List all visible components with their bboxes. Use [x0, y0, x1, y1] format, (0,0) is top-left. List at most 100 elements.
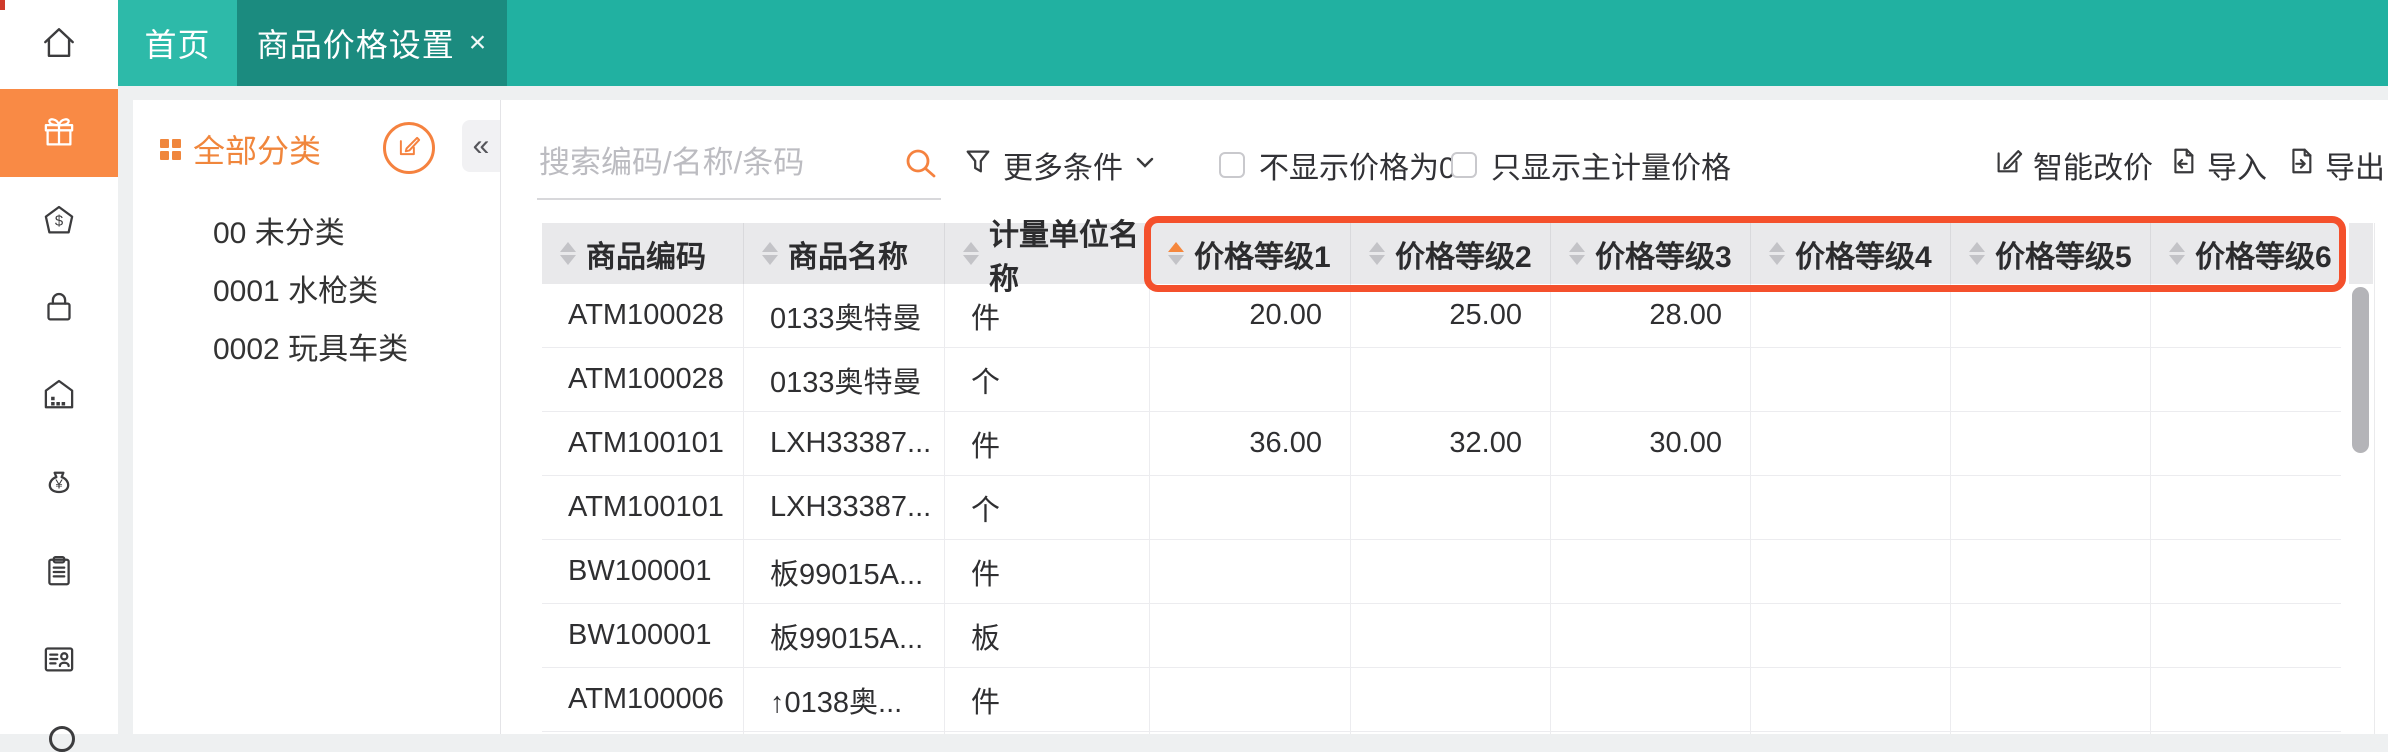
search-icon[interactable]: [903, 146, 939, 187]
column-header-price-level-6[interactable]: 价格等级6: [2151, 223, 2341, 284]
sidebar-item-partial-icon[interactable]: [49, 726, 75, 752]
table-cell-price-level-4[interactable]: [1751, 348, 1951, 411]
export-button[interactable]: 导出: [2285, 132, 2385, 198]
sort-arrows-icon[interactable]: [963, 242, 979, 265]
close-tab-icon[interactable]: ×: [468, 26, 488, 59]
tab-product-price-settings[interactable]: 商品价格设置 ×: [237, 0, 507, 86]
sort-arrows-icon[interactable]: [2169, 242, 2185, 265]
sort-arrows-icon[interactable]: [1569, 242, 1585, 265]
table-cell-price-level-3[interactable]: [1551, 348, 1751, 411]
table-cell-price-level-6[interactable]: [2151, 412, 2341, 475]
table-cell-price-level-5[interactable]: [1951, 284, 2151, 347]
table-cell-price-level-4[interactable]: [1751, 668, 1951, 731]
smart-reprice-button[interactable]: 智能改价: [1993, 132, 2153, 198]
table-cell-price-level-4[interactable]: [1751, 540, 1951, 603]
table-cell-price-level-2[interactable]: 32.00: [1351, 412, 1551, 475]
table-cell-price-level-3[interactable]: 30.00: [1551, 412, 1751, 475]
collapse-panel-button[interactable]: «: [462, 120, 500, 172]
table-cell-product-code[interactable]: BW100001: [542, 604, 744, 667]
column-header-product-code[interactable]: 商品编码: [542, 223, 744, 284]
table-cell-price-level-3[interactable]: [1551, 540, 1751, 603]
table-cell-price-level-4[interactable]: [1751, 604, 1951, 667]
sidebar-item-home[interactable]: [0, 0, 118, 86]
table-cell-price-level-5[interactable]: [1951, 668, 2151, 731]
table-cell-price-level-5[interactable]: [1951, 732, 2151, 734]
sidebar-item-finance[interactable]: ¥: [0, 441, 118, 528]
table-cell-price-level-2[interactable]: [1351, 348, 1551, 411]
table-cell-price-level-6[interactable]: [2151, 668, 2341, 731]
column-header-price-level-1[interactable]: 价格等级1: [1150, 223, 1351, 284]
table-cell-price-level-5[interactable]: [1951, 476, 2151, 539]
table-cell-product-name[interactable]: 板99015A...: [744, 604, 945, 667]
table-cell-price-level-6[interactable]: [2151, 284, 2341, 347]
table-cell-product-code[interactable]: [542, 732, 744, 734]
table-cell-unit-name[interactable]: 个: [945, 348, 1150, 411]
table-cell-price-level-3[interactable]: [1551, 604, 1751, 667]
table-cell-price-level-3[interactable]: [1551, 476, 1751, 539]
table-cell-price-level-1[interactable]: 36.00: [1150, 412, 1351, 475]
table-cell-product-name[interactable]: LXH33387...: [744, 412, 945, 475]
sidebar-item-purchase[interactable]: [0, 264, 118, 351]
table-cell-price-level-1[interactable]: [1150, 604, 1351, 667]
table-cell-unit-name[interactable]: 板: [945, 604, 1150, 667]
column-header-price-level-5[interactable]: 价格等级5: [1951, 223, 2151, 284]
table-cell-product-name[interactable]: 0133奥特曼: [744, 284, 945, 347]
category-item-toy-cars[interactable]: 0002 玩具车类: [213, 333, 409, 366]
table-cell-price-level-2[interactable]: [1351, 604, 1551, 667]
table-cell-product-name[interactable]: LXH33387...: [744, 476, 945, 539]
only-main-unit-price-checkbox[interactable]: [1451, 152, 1477, 178]
table-cell-product-code[interactable]: ATM100028: [542, 284, 744, 347]
column-header-price-level-3[interactable]: 价格等级3: [1551, 223, 1751, 284]
category-item-uncategorized[interactable]: 00 未分类: [213, 217, 345, 250]
sidebar-item-goods[interactable]: [0, 89, 118, 177]
edit-categories-button[interactable]: [383, 122, 435, 174]
table-row[interactable]: [542, 732, 2341, 734]
table-cell-price-level-6[interactable]: [2151, 348, 2341, 411]
table-cell-price-level-4[interactable]: [1751, 732, 1951, 734]
table-row[interactable]: BW100001 板99015A... 件: [542, 540, 2341, 604]
sidebar-item-warehouse[interactable]: [0, 351, 118, 438]
table-cell-product-code[interactable]: ATM100101: [542, 476, 744, 539]
table-cell-product-name[interactable]: ↑0138奥...: [744, 668, 945, 731]
table-cell-price-level-1[interactable]: 20.00: [1150, 284, 1351, 347]
table-cell-product-code[interactable]: ATM100101: [542, 412, 744, 475]
table-cell-product-code[interactable]: ATM100006: [542, 668, 744, 731]
table-cell-price-level-2[interactable]: [1351, 476, 1551, 539]
table-row[interactable]: ATM100101 LXH33387... 个: [542, 476, 2341, 540]
table-cell-product-code[interactable]: ATM100028: [542, 348, 744, 411]
table-cell-price-level-2[interactable]: [1351, 732, 1551, 734]
column-header-price-level-2[interactable]: 价格等级2: [1351, 223, 1551, 284]
table-cell-price-level-5[interactable]: [1951, 348, 2151, 411]
sort-arrows-icon[interactable]: [1769, 242, 1785, 265]
table-row[interactable]: ATM100028 0133奥特曼个: [542, 348, 2341, 412]
column-header-price-level-4[interactable]: 价格等级4: [1751, 223, 1951, 284]
table-cell-price-level-6[interactable]: [2151, 604, 2341, 667]
table-cell-unit-name[interactable]: 件: [945, 412, 1150, 475]
sort-arrows-icon[interactable]: [1969, 242, 1985, 265]
table-cell-unit-name[interactable]: 件: [945, 284, 1150, 347]
tab-home[interactable]: 首页: [118, 0, 237, 86]
table-cell-product-name[interactable]: 板99015A...: [744, 540, 945, 603]
table-cell-price-level-5[interactable]: [1951, 412, 2151, 475]
sort-arrows-icon[interactable]: [1168, 242, 1184, 265]
hide-zero-price-option[interactable]: 不显示价格为0: [1219, 132, 1456, 198]
only-main-unit-price-option[interactable]: 只显示主计量价格: [1451, 132, 1731, 198]
table-row[interactable]: ATM100028 0133奥特曼件 20.00 25.00 28.00: [542, 284, 2341, 348]
table-cell-price-level-2[interactable]: 25.00: [1351, 284, 1551, 347]
table-row[interactable]: ATM100006 ↑0138奥... 件: [542, 668, 2341, 732]
table-cell-price-level-4[interactable]: [1751, 284, 1951, 347]
sidebar-item-members[interactable]: [0, 615, 118, 702]
table-cell-price-level-5[interactable]: [1951, 540, 2151, 603]
table-cell-price-level-3[interactable]: [1551, 732, 1751, 734]
vertical-scrollbar[interactable]: [2352, 287, 2369, 453]
search-input[interactable]: [537, 132, 901, 194]
table-row[interactable]: BW100001 板99015A... 板: [542, 604, 2341, 668]
table-cell-product-code[interactable]: BW100001: [542, 540, 744, 603]
table-cell-price-level-4[interactable]: [1751, 476, 1951, 539]
table-cell-unit-name[interactable]: 件: [945, 668, 1150, 731]
sidebar-item-price[interactable]: $: [0, 177, 118, 264]
table-cell-price-level-1[interactable]: [1150, 732, 1351, 734]
category-item-water-guns[interactable]: 0001 水枪类: [213, 275, 379, 308]
table-cell-price-level-5[interactable]: [1951, 604, 2151, 667]
column-header-unit-name[interactable]: 计量单位名称: [945, 219, 1150, 296]
